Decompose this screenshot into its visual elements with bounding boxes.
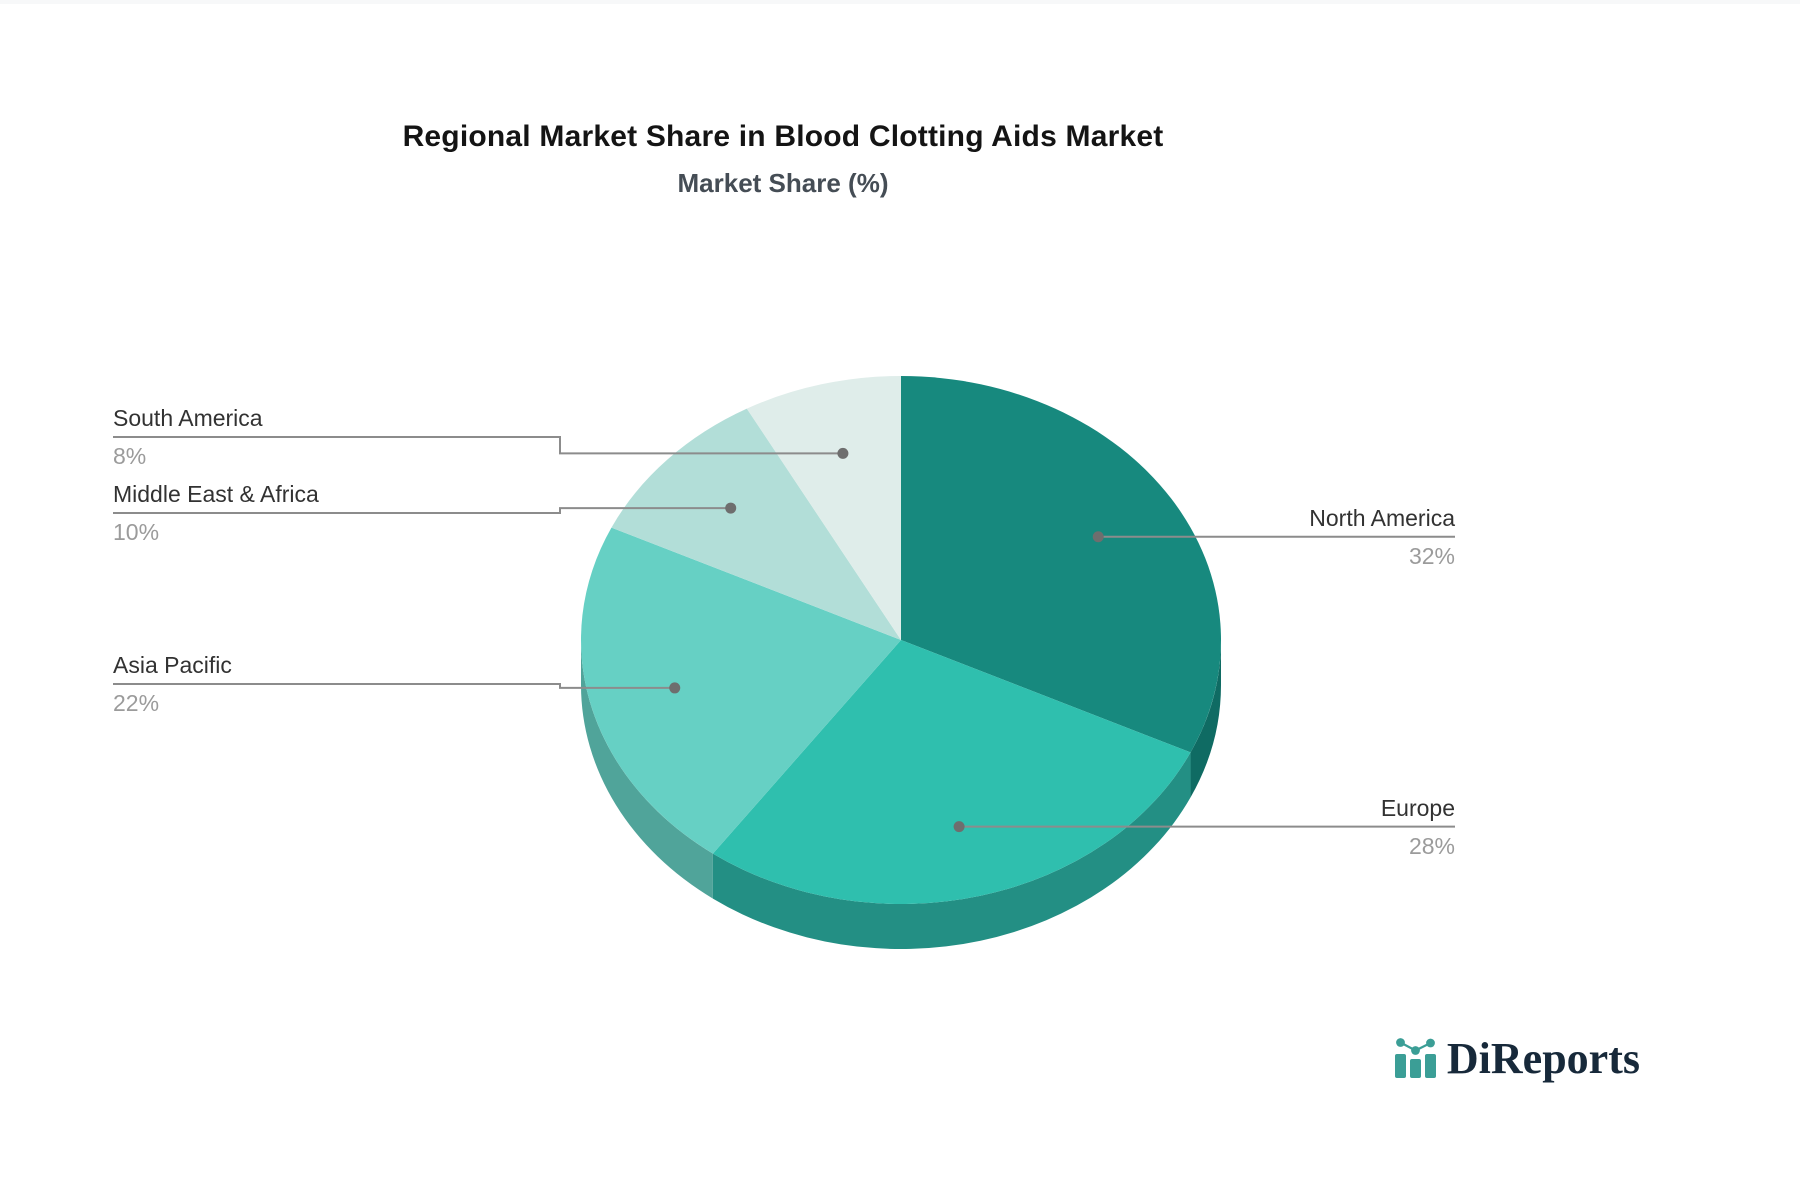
- leader-dot-south-america: [837, 447, 849, 459]
- slice-percent: 32%: [1408, 542, 1455, 569]
- chart-title: Regional Market Share in Blood Clotting …: [402, 120, 1164, 153]
- pie-slice-side-north-america: [1190, 640, 1221, 798]
- slice-name: North America: [1309, 504, 1455, 531]
- bar-chart-logo-icon: [1394, 1038, 1436, 1078]
- slice-percent: 8%: [113, 443, 147, 469]
- top-edge-strip: [0, 0, 1800, 4]
- leader-dot-europe: [953, 821, 965, 833]
- direports-logo: DiReports: [1393, 1034, 1640, 1083]
- slice-percent: 28%: [1408, 832, 1455, 859]
- slice-label-asia-pacific: Asia Pacific 22%: [113, 651, 232, 717]
- leader-dot-middle-east-africa: [725, 502, 737, 514]
- slice-name: South America: [113, 405, 263, 431]
- slice-label-north-america: North America 32%: [1309, 504, 1455, 570]
- slice-name: Europe: [1380, 794, 1455, 821]
- pie-slice-north-america[interactable]: [901, 376, 1221, 753]
- slice-name: Middle East & Africa: [113, 481, 319, 507]
- slice-label-south-america: South America 8%: [113, 404, 263, 470]
- slice-percent: 10%: [113, 519, 160, 545]
- slice-label-middle-east-africa: Middle East & Africa 10%: [113, 480, 319, 546]
- pie-slice-europe[interactable]: [712, 640, 1191, 905]
- pie-slice-side-europe: [712, 752, 1191, 950]
- leader-dot-asia-pacific: [669, 682, 681, 694]
- slice-label-europe: Europe 28%: [1381, 794, 1455, 860]
- logo-text: DiReports: [1446, 1034, 1640, 1083]
- pie-slice-middle-east-africa[interactable]: [611, 408, 901, 640]
- leader-line-asia-pacific: [113, 683, 675, 689]
- pie-slice-asia-pacific[interactable]: [580, 527, 901, 854]
- leader-line-middle-east-africa: [113, 507, 731, 514]
- pie-slice-south-america[interactable]: [746, 376, 901, 640]
- chart-subtitle: Market Share (%): [677, 168, 889, 198]
- slice-name: Asia Pacific: [113, 652, 232, 678]
- leader-dot-north-america: [1092, 531, 1104, 543]
- pie-slice-side-asia-pacific: [581, 640, 713, 899]
- leader-line-south-america: [113, 436, 843, 455]
- slice-percent: 22%: [113, 690, 160, 716]
